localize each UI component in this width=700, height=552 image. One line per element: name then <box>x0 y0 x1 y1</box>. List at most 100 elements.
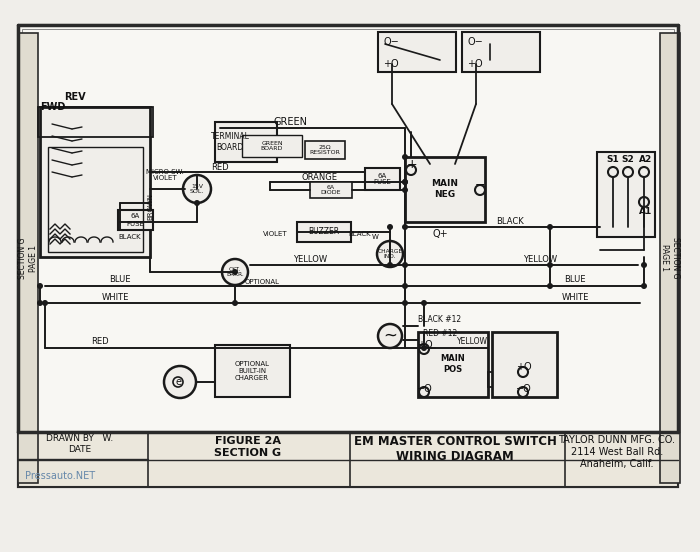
Circle shape <box>402 187 408 193</box>
Bar <box>378 32 456 72</box>
Text: +O: +O <box>467 59 482 69</box>
Text: ~: ~ <box>383 327 397 345</box>
Text: YELLOW: YELLOW <box>523 254 557 263</box>
Text: S1: S1 <box>607 156 620 164</box>
Bar <box>297 222 351 242</box>
Circle shape <box>547 283 553 289</box>
Text: W: W <box>372 234 379 240</box>
Text: O−: O− <box>383 37 399 47</box>
Text: RED: RED <box>211 162 229 172</box>
Text: 6A
FUSE: 6A FUSE <box>373 172 391 185</box>
Text: CHARGE
IND.: CHARGE IND. <box>377 248 402 259</box>
Text: 6A
DIODE: 6A DIODE <box>321 184 342 195</box>
Circle shape <box>378 324 402 348</box>
Circle shape <box>547 224 553 230</box>
Bar <box>462 32 540 72</box>
Circle shape <box>641 283 647 289</box>
Text: BROWN: BROWN <box>147 194 153 220</box>
Text: −O: −O <box>417 384 433 394</box>
Circle shape <box>37 300 43 306</box>
Text: BLACK: BLACK <box>119 234 141 240</box>
Text: MAIN
POS: MAIN POS <box>440 354 466 374</box>
Text: BLUE: BLUE <box>564 275 586 284</box>
Text: Q+: Q+ <box>432 229 448 239</box>
Circle shape <box>547 262 553 268</box>
Text: MICRO SW.
VIOLET: MICRO SW. VIOLET <box>146 168 184 182</box>
Circle shape <box>421 345 427 351</box>
Text: −O: −O <box>516 384 532 394</box>
Text: e: e <box>175 377 181 387</box>
Text: DRAWN BY   W.
DATE: DRAWN BY W. DATE <box>46 434 113 454</box>
Circle shape <box>183 175 211 203</box>
Text: A1: A1 <box>639 208 652 216</box>
Bar <box>215 345 290 397</box>
Circle shape <box>402 154 408 160</box>
Text: +O: +O <box>383 59 398 69</box>
Text: VIOLET: VIOLET <box>262 231 287 237</box>
Text: 6A
FUSE: 6A FUSE <box>126 214 144 226</box>
Text: −: − <box>475 178 485 192</box>
Text: SECTION G
PAGE 1: SECTION G PAGE 1 <box>660 237 680 279</box>
Text: RED #12: RED #12 <box>423 330 457 338</box>
Text: ORANGE: ORANGE <box>302 172 338 182</box>
Text: YELLOW: YELLOW <box>293 254 327 263</box>
Bar <box>18 432 678 487</box>
Text: RED: RED <box>91 337 108 347</box>
Bar <box>48 147 143 252</box>
Bar <box>18 33 38 483</box>
Circle shape <box>421 300 427 306</box>
Text: BLACK: BLACK <box>496 217 524 226</box>
Circle shape <box>402 224 408 230</box>
Bar <box>242 135 302 157</box>
Text: 15V
SOL.: 15V SOL. <box>190 184 204 194</box>
Circle shape <box>37 283 43 289</box>
Text: S2: S2 <box>622 156 634 164</box>
Text: BUZZER: BUZZER <box>309 227 340 236</box>
Text: +O: +O <box>516 362 532 372</box>
Bar <box>305 141 345 159</box>
Circle shape <box>232 269 238 275</box>
Bar <box>215 122 277 162</box>
Bar <box>38 107 153 137</box>
Text: BLUE: BLUE <box>109 275 131 284</box>
Text: Pressauto.NET: Pressauto.NET <box>25 471 95 481</box>
Text: BLACK: BLACK <box>349 231 371 237</box>
Text: +: + <box>407 158 417 172</box>
Text: EM MASTER CONTROL SWITCH
WIRING DIAGRAM: EM MASTER CONTROL SWITCH WIRING DIAGRAM <box>354 435 556 463</box>
Circle shape <box>402 262 408 268</box>
Circle shape <box>377 241 403 267</box>
Text: GREEN: GREEN <box>273 117 307 127</box>
Text: YELLOW: YELLOW <box>456 337 487 347</box>
Circle shape <box>402 283 408 289</box>
Text: FWD: FWD <box>41 102 66 112</box>
Bar <box>492 332 557 397</box>
Text: FIGURE 2A
SECTION G: FIGURE 2A SECTION G <box>214 436 281 458</box>
Bar <box>597 152 655 237</box>
Text: TAYLOR DUNN MFG. CO.
2114 West Ball Rd.
Anaheim, Calif.: TAYLOR DUNN MFG. CO. 2114 West Ball Rd. … <box>559 436 676 469</box>
Bar <box>405 157 485 222</box>
Circle shape <box>164 366 196 398</box>
Circle shape <box>222 259 248 285</box>
Circle shape <box>42 300 48 306</box>
Text: OPTIONAL: OPTIONAL <box>244 279 279 285</box>
Circle shape <box>641 262 647 268</box>
Text: CKT.
BRKR.: CKT. BRKR. <box>226 267 244 278</box>
Circle shape <box>232 300 238 306</box>
Circle shape <box>387 224 393 230</box>
Circle shape <box>194 200 200 206</box>
Text: MAIN
NEG: MAIN NEG <box>431 179 458 199</box>
Circle shape <box>387 262 393 268</box>
Text: A2: A2 <box>639 156 652 164</box>
Text: +O: +O <box>417 340 433 350</box>
Text: O−: O− <box>467 37 483 47</box>
Text: GREEN
BOARD: GREEN BOARD <box>261 141 284 151</box>
Text: WHITE: WHITE <box>102 293 129 301</box>
Text: BLACK #12: BLACK #12 <box>419 316 461 325</box>
Text: SECTION G
PAGE 1: SECTION G PAGE 1 <box>18 237 38 279</box>
Text: REV: REV <box>64 92 86 102</box>
Bar <box>418 332 488 397</box>
Bar <box>22 29 674 483</box>
Circle shape <box>402 300 408 306</box>
Bar <box>40 107 150 257</box>
Text: OPTIONAL
BUILT-IN
CHARGER: OPTIONAL BUILT-IN CHARGER <box>234 361 270 381</box>
